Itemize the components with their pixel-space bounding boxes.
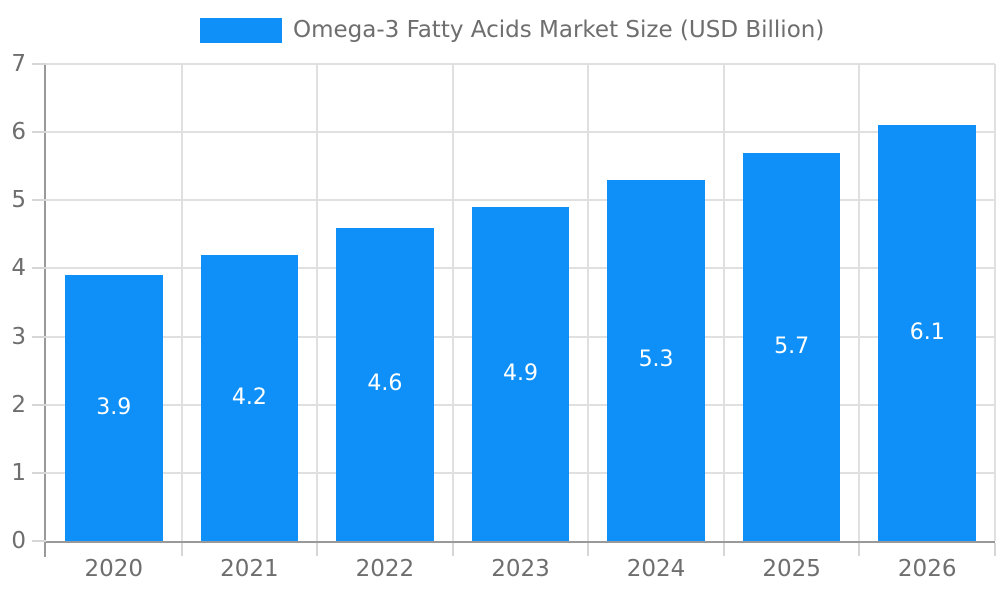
y-axis-tick-label: 2: [11, 391, 26, 418]
y-axis-line: [44, 64, 46, 557]
x-axis-line: [44, 541, 995, 543]
legend-label: Omega-3 Fatty Acids Market Size (USD Bil…: [293, 17, 825, 43]
x-axis-tick: [858, 543, 861, 556]
bar-value-label: 4.2: [231, 384, 267, 410]
x-axis-tick: [180, 543, 183, 556]
gridline-vertical: [858, 64, 861, 541]
x-axis-tick-label: 2024: [626, 556, 686, 582]
bar-2025[interactable]: 5.7: [742, 152, 841, 541]
x-axis-tick: [587, 543, 590, 556]
y-axis-tick-label: 3: [11, 323, 26, 350]
gridline-vertical: [994, 64, 996, 541]
gridline-vertical: [587, 64, 590, 541]
y-axis-tick-label: 0: [11, 528, 26, 554]
bar-value-label: 4.9: [502, 361, 538, 387]
y-axis-tick: [32, 335, 46, 338]
y-axis-tick-label: 6: [11, 119, 26, 146]
x-axis-tick-label: 2023: [491, 556, 550, 582]
bar-2020[interactable]: 3.9: [64, 275, 163, 541]
bar-2024[interactable]: 5.3: [607, 179, 705, 541]
x-axis-tick-label: 2026: [897, 556, 957, 582]
x-axis-tick: [451, 543, 454, 556]
bar-value-label: 5.3: [638, 347, 674, 373]
y-axis-tick: [32, 199, 46, 202]
gridline-vertical: [180, 64, 183, 541]
x-axis-tick: [722, 543, 725, 556]
y-axis-tick-label: 5: [11, 187, 26, 214]
gridline-horizontal: [46, 131, 995, 134]
chart-legend[interactable]: Omega-3 Fatty Acids Market Size (USD Bil…: [200, 17, 824, 43]
bar-2022[interactable]: 4.6: [336, 227, 434, 541]
x-axis-tick-label: 2021: [220, 556, 279, 582]
y-axis-tick-label: 4: [11, 255, 26, 282]
x-axis-tick-label: 2022: [355, 556, 415, 582]
y-axis-tick: [32, 63, 46, 65]
legend-swatch: [200, 17, 282, 43]
y-axis-tick: [32, 540, 46, 542]
bar-2023[interactable]: 4.9: [471, 207, 570, 541]
x-axis-tick: [316, 543, 319, 556]
bar-value-label: 3.9: [96, 395, 132, 421]
bar-value-label: 6.1: [909, 320, 945, 346]
gridline-horizontal: [46, 199, 995, 202]
bar-value-label: 5.7: [774, 333, 810, 359]
gridline-horizontal: [46, 63, 995, 65]
x-axis-tick-label: 2020: [84, 556, 144, 582]
gridline-vertical: [722, 64, 725, 541]
plot-area: 3.9 4.2 4.6 4.9 5.3 5.7 6.1: [46, 63, 996, 541]
y-axis-tick: [32, 131, 46, 134]
y-axis-tick: [32, 471, 46, 474]
gridline-vertical: [451, 64, 454, 541]
bar-2026[interactable]: 6.1: [878, 125, 977, 541]
bar-2021[interactable]: 4.2: [200, 254, 299, 541]
y-axis-tick-label: 1: [11, 459, 26, 486]
x-axis-tick-label: 2025: [762, 556, 821, 582]
gridline-vertical: [316, 64, 319, 541]
y-axis-tick: [32, 403, 46, 406]
y-axis-tick: [32, 267, 46, 270]
bar-value-label: 4.6: [367, 371, 403, 397]
x-axis-tick: [994, 543, 996, 556]
y-axis-tick-label: 7: [11, 51, 26, 77]
